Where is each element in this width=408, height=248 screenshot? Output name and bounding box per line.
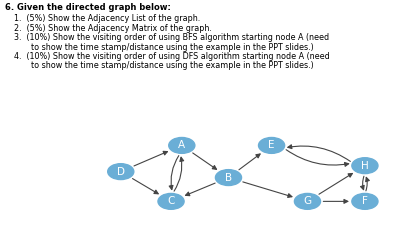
Text: F: F <box>362 196 368 206</box>
Circle shape <box>352 158 378 174</box>
Text: E: E <box>268 140 275 151</box>
Text: to show the time stamp/distance using the example in the PPT slides.): to show the time stamp/distance using th… <box>31 43 313 52</box>
Text: A: A <box>178 140 185 151</box>
Circle shape <box>259 137 285 153</box>
Circle shape <box>215 170 242 186</box>
Text: 2.  (5%) Show the Adjacency Matrix of the graph.: 2. (5%) Show the Adjacency Matrix of the… <box>14 24 212 32</box>
Circle shape <box>295 193 321 209</box>
Circle shape <box>352 193 378 209</box>
Circle shape <box>169 137 195 153</box>
Text: B: B <box>225 173 232 183</box>
Text: G: G <box>304 196 312 206</box>
Circle shape <box>158 193 184 209</box>
Text: D: D <box>117 167 125 177</box>
Text: 6. Given the directed graph below:: 6. Given the directed graph below: <box>5 3 171 12</box>
Text: to show the time stamp/distance using the example in the PPT slides.): to show the time stamp/distance using th… <box>31 61 313 70</box>
Text: 1.  (5%) Show the Adjacency List of the graph.: 1. (5%) Show the Adjacency List of the g… <box>14 14 200 23</box>
Text: 4.  (10%) Show the visiting order of using DFS algorithm starting node A (need: 4. (10%) Show the visiting order of usin… <box>14 52 330 61</box>
Circle shape <box>108 164 134 180</box>
Text: 3.  (10%) Show the visiting order of using BFS algorithm starting node A (need: 3. (10%) Show the visiting order of usin… <box>14 33 329 42</box>
Text: H: H <box>361 161 369 171</box>
Text: C: C <box>167 196 175 206</box>
